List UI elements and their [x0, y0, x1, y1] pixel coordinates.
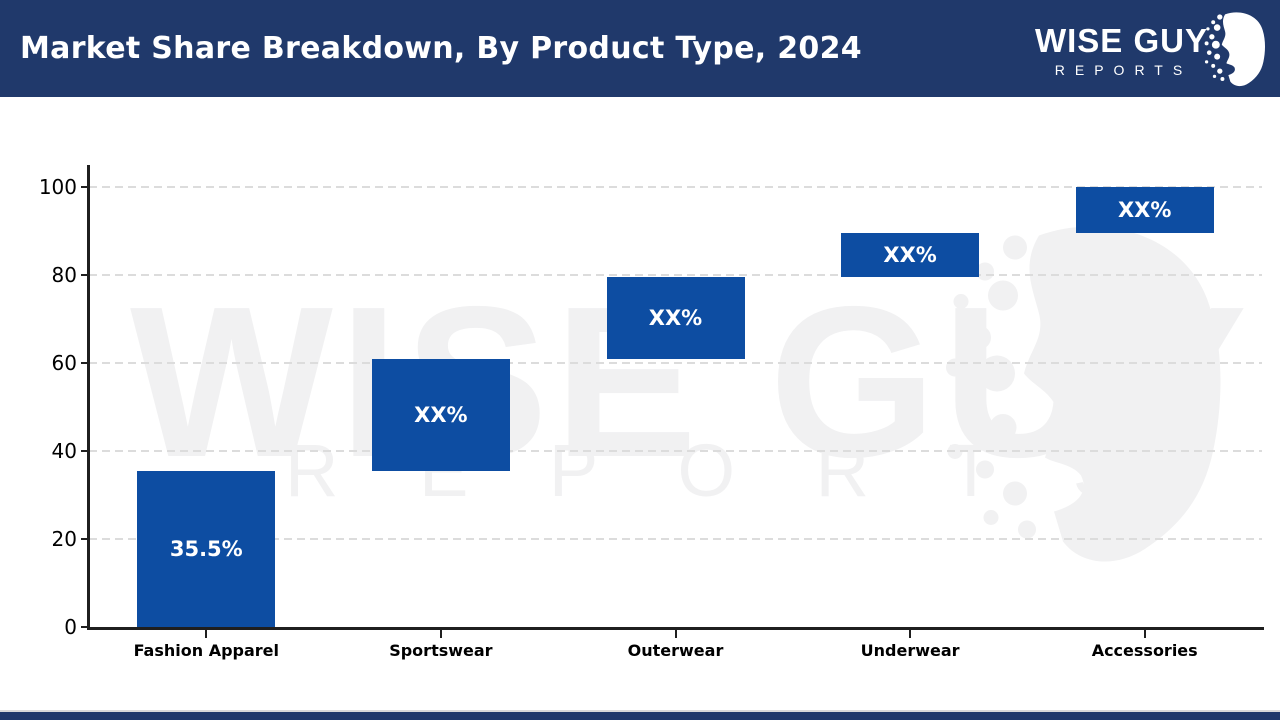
logo-wise-guy-text: WISE GUY [1034, 22, 1208, 59]
x-tick-sportswear [439, 630, 442, 638]
y-axis-line [87, 165, 90, 630]
x-axis-line [87, 627, 1264, 630]
x-tick-outerwear [674, 630, 677, 638]
x-category-label-accessories: Accessories [1091, 641, 1198, 660]
page-title: Market Share Breakdown, By Product Type,… [20, 31, 862, 66]
bar-fashion-apparel: 35.5% [137, 470, 276, 627]
bar-outerwear: XX% [606, 277, 745, 359]
y-tick-label-100: 100 [38, 175, 77, 199]
bar-accessories: XX% [1075, 187, 1214, 234]
gridline-40 [89, 450, 1262, 452]
bar-underwear: XX% [841, 233, 980, 278]
gridline-80 [89, 274, 1262, 276]
logo-face-icon [1204, 12, 1266, 87]
x-tick-underwear [909, 630, 912, 638]
footer-bar [0, 712, 1280, 720]
x-category-label-outerwear: Outerwear [627, 641, 724, 660]
bar-value-label-underwear: XX% [883, 243, 937, 268]
header-bar: Market Share Breakdown, By Product Type,… [0, 0, 1280, 97]
y-tick-label-0: 0 [64, 615, 77, 639]
bar-value-label-outerwear: XX% [648, 305, 703, 330]
y-tick-0 [81, 626, 89, 628]
y-tick-label-80: 80 [51, 263, 77, 287]
x-tick-fashion-apparel [205, 630, 208, 638]
brand-logo: WISE GUY REPORTS [1016, 6, 1266, 92]
x-category-label-underwear: Underwear [860, 641, 960, 660]
bar-value-label-sportswear: XX% [414, 402, 468, 427]
gridline-100 [89, 186, 1262, 188]
logo-reports-text: REPORTS [1054, 62, 1193, 78]
y-tick-label-40: 40 [51, 439, 77, 463]
bar-sportswear: XX% [371, 358, 510, 471]
y-tick-40 [81, 450, 89, 452]
y-tick-label-60: 60 [51, 351, 77, 375]
gridline-60 [89, 362, 1262, 364]
gridline-20 [89, 538, 1262, 540]
x-tick-accessories [1143, 630, 1146, 638]
y-tick-80 [81, 274, 89, 276]
y-tick-60 [81, 362, 89, 364]
y-tick-label-20: 20 [51, 527, 77, 551]
y-tick-20 [81, 538, 89, 540]
footer-divider [0, 710, 1280, 712]
x-category-label-fashion-apparel: Fashion Apparel [133, 641, 280, 660]
y-tick-100 [81, 186, 89, 188]
bar-value-label-accessories: XX% [1117, 198, 1172, 223]
bar-value-label-fashion-apparel: 35.5% [169, 536, 243, 561]
x-category-label-sportswear: Sportswear [389, 641, 493, 660]
